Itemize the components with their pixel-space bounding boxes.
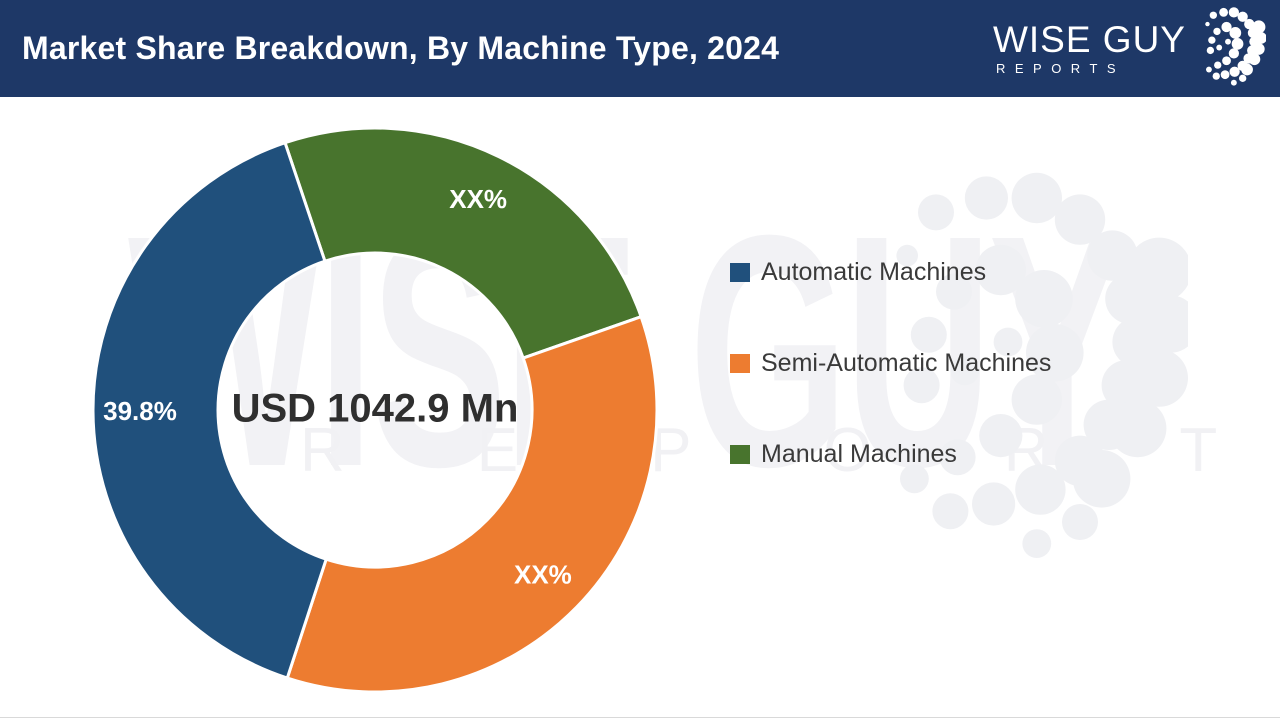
bottom-divider xyxy=(0,717,1280,718)
face-dot xyxy=(979,414,1023,458)
face-dot xyxy=(950,356,980,386)
face-dot xyxy=(1205,21,1210,26)
face-dot xyxy=(1108,399,1167,458)
face-dot xyxy=(1225,38,1231,45)
face-dot xyxy=(1220,69,1230,79)
legend-swatch xyxy=(730,263,750,282)
face-dot xyxy=(1239,74,1247,82)
slice-percentage-label: XX% xyxy=(449,184,507,214)
face-dot xyxy=(1222,55,1231,65)
face-dot xyxy=(1022,529,1052,558)
brand-subtitle: REPORTS xyxy=(995,61,1126,76)
face-dot xyxy=(896,244,918,267)
face-dot xyxy=(1206,46,1215,54)
donut-slice-manual-machines[interactable] xyxy=(283,126,644,360)
face-dot xyxy=(972,482,1016,526)
legend-label: Manual Machines xyxy=(761,440,957,468)
face-dot xyxy=(918,194,954,231)
face-dot xyxy=(1213,27,1221,35)
face-dot xyxy=(1229,26,1242,39)
page-title: Market Share Breakdown, By Machine Type,… xyxy=(22,30,780,66)
face-dot xyxy=(1054,194,1106,245)
face-dot xyxy=(1015,270,1073,328)
face-dot xyxy=(932,493,969,530)
face-dot xyxy=(939,439,976,476)
face-dot xyxy=(1248,52,1261,65)
face-dot xyxy=(1244,18,1255,29)
face-dot xyxy=(1208,36,1216,44)
legend-swatch xyxy=(730,445,750,464)
donut-chart: XX% XX% 39.8% xyxy=(91,126,659,694)
face-dot xyxy=(1214,60,1222,69)
face-dot xyxy=(1011,374,1062,425)
donut-slice-semi-automatic-machines[interactable] xyxy=(285,314,659,694)
face-dot xyxy=(1209,11,1217,19)
wiseguy-face-icon xyxy=(1205,6,1266,86)
face-dot xyxy=(1206,66,1212,72)
face-dot xyxy=(993,327,1023,357)
face-dot xyxy=(1212,71,1220,80)
face-dot xyxy=(1252,19,1266,34)
legend-label: Semi-Automatic Machines xyxy=(761,349,1052,377)
face-dot xyxy=(900,464,929,494)
face-dot xyxy=(1015,464,1066,515)
face-dot xyxy=(936,273,972,310)
chart-legend: Automatic Machines Semi-Automatic Machine… xyxy=(730,258,1051,469)
slice-percentage-label: XX% xyxy=(514,559,572,589)
face-dot xyxy=(1219,7,1228,17)
face-dot xyxy=(1228,6,1239,17)
face-dot xyxy=(1072,450,1131,508)
brand-name: WISE GUY xyxy=(992,19,1186,60)
face-dot xyxy=(1230,79,1237,86)
face-dot xyxy=(1252,42,1265,55)
face-dot xyxy=(1141,295,1188,353)
face-dot xyxy=(1026,324,1084,382)
face-dot xyxy=(1241,63,1253,75)
face-dot xyxy=(903,367,940,404)
watermark-face-dots xyxy=(896,172,1188,558)
brand-logo: WISE GUY REPORTS xyxy=(993,0,1266,97)
face-dot xyxy=(1011,172,1062,224)
legend-item-semi-automatic-machines[interactable]: Semi-Automatic Machines xyxy=(730,349,1051,378)
face-dot xyxy=(964,176,1008,220)
brand-wordmark: WISE GUY REPORTS xyxy=(993,21,1186,76)
face-dot xyxy=(1130,349,1188,407)
donut-slice-automatic-machines[interactable] xyxy=(91,140,329,680)
chart-center-value: USD 1042.9 Mn xyxy=(231,386,519,431)
legend-label: Automatic Machines xyxy=(761,258,987,286)
face-dot xyxy=(1255,31,1266,44)
legend-item-manual-machines[interactable]: Manual Machines xyxy=(730,440,1051,469)
face-dot xyxy=(1216,44,1223,50)
slice-percentage-label: 39.8% xyxy=(103,396,177,426)
face-dot xyxy=(1062,504,1098,540)
header-bar: Market Share Breakdown, By Machine Type,… xyxy=(0,0,1280,97)
face-dot xyxy=(1228,47,1239,59)
legend-item-automatic-machines[interactable]: Automatic Machines xyxy=(730,258,1051,287)
face-dot xyxy=(1087,230,1138,281)
legend-swatch xyxy=(730,354,750,373)
face-dot xyxy=(1229,66,1240,77)
face-dot xyxy=(1221,21,1232,32)
face-dot xyxy=(1231,37,1244,50)
face-dot xyxy=(975,244,1026,296)
face-dot xyxy=(910,316,947,353)
face-dot xyxy=(1126,237,1188,303)
face-dot xyxy=(1237,11,1248,22)
